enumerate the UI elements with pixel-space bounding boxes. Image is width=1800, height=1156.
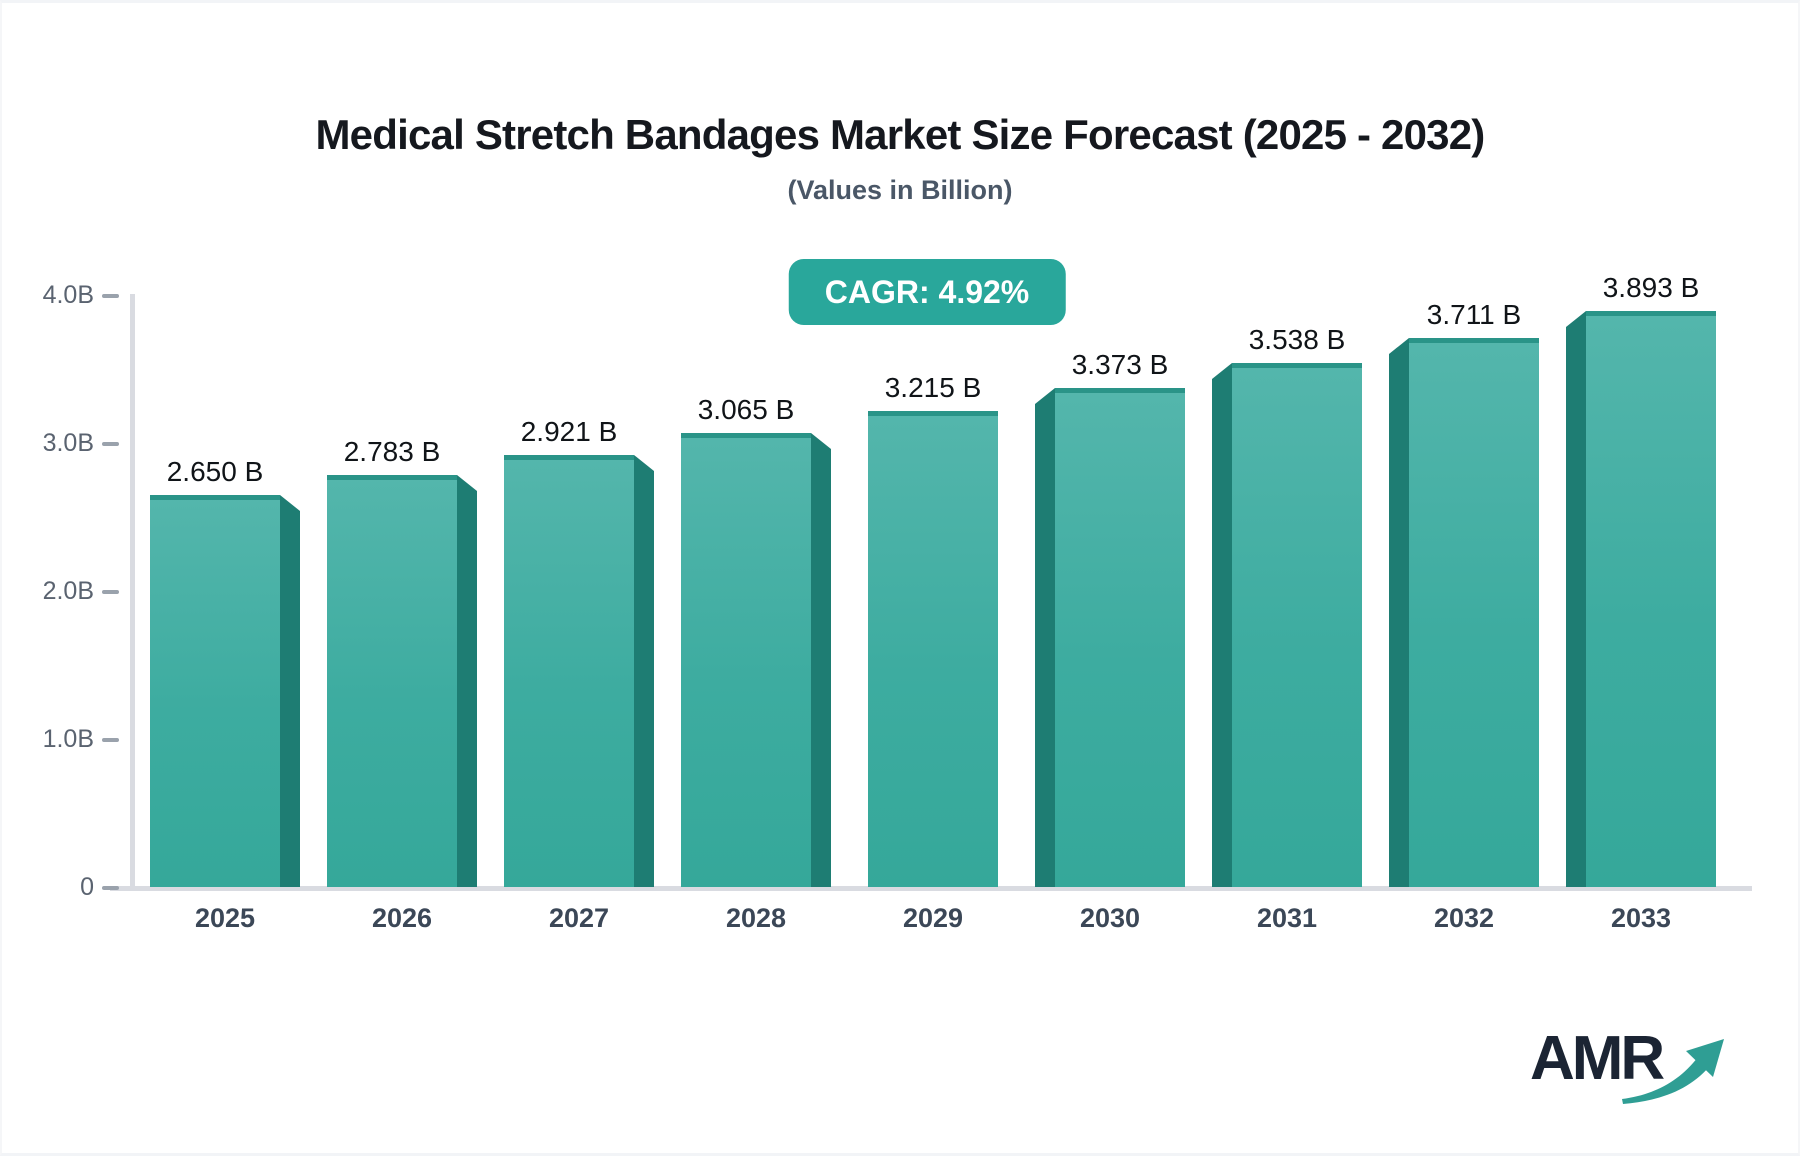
bar-side-face — [634, 455, 654, 887]
bar-face-2026 — [327, 475, 457, 887]
bar-2025: 2.650 B — [150, 456, 300, 887]
bar-top-edge — [1586, 311, 1716, 316]
bar-top-edge — [327, 475, 457, 480]
bar-2031: 3.538 B — [1212, 324, 1362, 887]
y-axis-tick-label: 1.0B — [42, 725, 94, 753]
bar-2029: 3.215 B — [858, 372, 1008, 887]
bar-side-face — [1035, 388, 1055, 887]
bar-side-face — [811, 433, 831, 887]
y-axis-tick-label: 4.0B — [42, 281, 94, 309]
bar-2033: 3.893 B — [1566, 272, 1716, 887]
x-axis-label-2030: 2030 — [1079, 903, 1141, 933]
brand-logo-text: AMR — [1530, 1024, 1665, 1093]
bar-side-face — [457, 475, 477, 887]
y-axis-tick-dash — [102, 886, 119, 890]
chart-title: Medical Stretch Bandages Market Size For… — [315, 111, 1486, 158]
cagr-badge: CAGR: 4.92% — [788, 259, 1066, 325]
bar-value-label: 3.373 B — [1071, 349, 1169, 380]
y-axis-line — [130, 294, 135, 890]
bar-top-edge — [150, 495, 280, 500]
y-axis-tick-label: 2.0B — [42, 577, 94, 605]
bar-top-edge — [1055, 388, 1185, 393]
bar-side-face — [1566, 311, 1586, 887]
bar-2027: 2.921 B — [504, 416, 654, 887]
y-axis-tick-dash — [102, 738, 119, 742]
x-axis-baseline — [110, 886, 1752, 891]
y-axis-tick-label: 0 — [80, 873, 94, 901]
growth-arrow-icon — [1622, 1039, 1724, 1104]
bar-top-edge — [1409, 338, 1539, 343]
bar-top-edge — [681, 433, 811, 438]
bar-face-2033 — [1586, 311, 1716, 887]
bar-value-label: 3.215 B — [884, 372, 982, 403]
bar-value-label: 2.650 B — [166, 456, 264, 487]
bar-face-2029 — [868, 411, 998, 887]
x-axis-label-2029: 2029 — [902, 903, 964, 933]
bar-value-label: 3.538 B — [1248, 324, 1346, 355]
bar-2030: 3.373 B — [1035, 349, 1185, 887]
brand-logo: AMR — [1530, 1015, 1740, 1110]
bar-value-label: 3.711 B — [1426, 299, 1522, 330]
bar-face-2031 — [1232, 363, 1362, 887]
y-axis-tick-dash — [102, 590, 119, 594]
x-axis-label-2028: 2028 — [725, 903, 787, 933]
bar-value-label: 2.783 B — [343, 436, 441, 467]
bar-top-edge — [868, 411, 998, 416]
x-axis-label-2031: 2031 — [1256, 903, 1318, 933]
x-axis-label-2027: 2027 — [548, 903, 610, 933]
bar-2026: 2.783 B — [327, 436, 477, 887]
x-axis-label-2033: 2033 — [1610, 903, 1672, 933]
chart-subtitle: (Values in Billion) — [787, 175, 1013, 205]
x-axis-label-2032: 2032 — [1433, 903, 1495, 933]
x-axis-label-2025: 2025 — [194, 903, 256, 933]
bar-value-label: 2.921 B — [520, 416, 618, 447]
bar-2028: 3.065 B — [681, 394, 831, 887]
x-axis-label-2026: 2026 — [371, 903, 433, 933]
bar-2032: 3.711 B — [1389, 299, 1539, 887]
y-axis-tick-dash — [102, 294, 119, 298]
bar-value-label: 3.065 B — [697, 394, 795, 425]
y-axis-tick-label: 3.0B — [42, 429, 94, 457]
bar-value-label: 3.893 B — [1602, 272, 1700, 303]
bar-top-edge — [1232, 363, 1362, 368]
bar-top-edge — [504, 455, 634, 460]
bar-face-2030 — [1055, 388, 1185, 887]
bar-face-2032 — [1409, 338, 1539, 887]
bar-side-face — [280, 495, 300, 887]
bar-face-2025 — [150, 495, 280, 887]
y-axis-tick-dash — [102, 442, 119, 446]
bar-face-2028 — [681, 433, 811, 887]
bar-side-face — [1212, 363, 1232, 887]
bar-face-2027 — [504, 455, 634, 887]
bar-side-face — [1389, 338, 1409, 887]
